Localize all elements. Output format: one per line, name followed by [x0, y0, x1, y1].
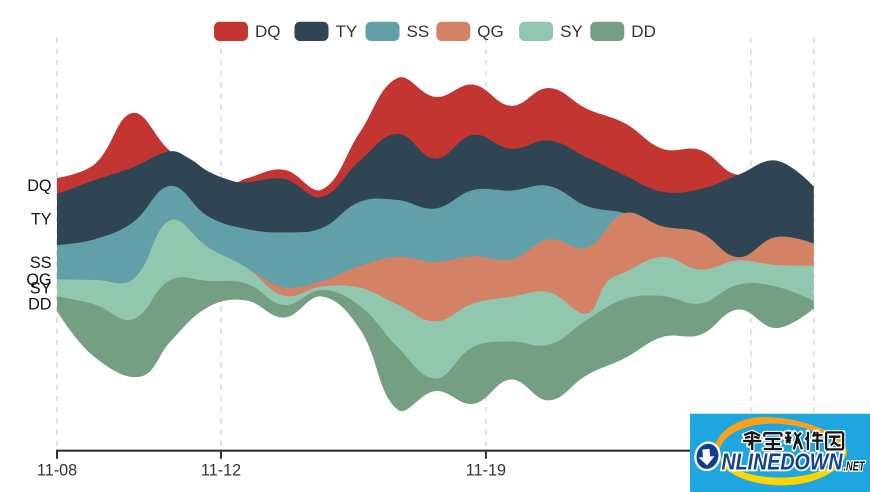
svg-text:TY: TY	[336, 22, 358, 41]
svg-text:SY: SY	[30, 280, 52, 298]
svg-text:11-19: 11-19	[466, 462, 506, 480]
svg-text:.NET: .NET	[844, 460, 866, 474]
svg-text:11-12: 11-12	[201, 462, 241, 480]
svg-text:DD: DD	[631, 22, 656, 41]
svg-text:SS: SS	[30, 254, 52, 272]
svg-text:11-08: 11-08	[37, 462, 77, 480]
svg-text:.NET: .NET	[844, 460, 866, 474]
svg-text:QG: QG	[26, 271, 51, 289]
svg-text:NLINEDOWN: NLINEDOWN	[722, 448, 844, 474]
svg-text:DD: DD	[28, 295, 51, 313]
svg-text:QG: QG	[477, 22, 503, 41]
svg-text:DQ: DQ	[255, 22, 281, 41]
svg-text:SY: SY	[560, 22, 583, 41]
svg-text:TY: TY	[31, 210, 52, 228]
svg-text:SS: SS	[407, 22, 430, 41]
svg-text:NLINEDOWN: NLINEDOWN	[722, 448, 844, 474]
svg-text:DQ: DQ	[27, 177, 51, 195]
